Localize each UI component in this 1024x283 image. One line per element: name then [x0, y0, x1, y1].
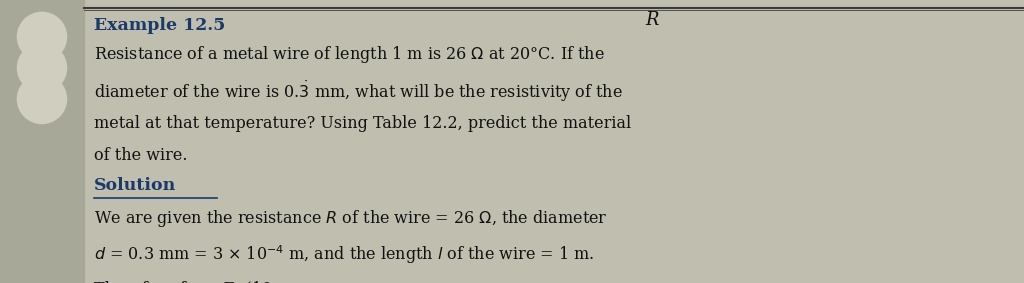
Text: We are given the resistance $R$ of the wire = 26 $\Omega$, the diameter: We are given the resistance $R$ of the w…	[94, 208, 608, 229]
Ellipse shape	[17, 12, 67, 61]
Text: $d$ = 0.3 mm = 3 $\times$ 10$^{-4}$ m, and the length $l$ of the wire = 1 m.: $d$ = 0.3 mm = 3 $\times$ 10$^{-4}$ m, a…	[94, 243, 595, 266]
Text: Solution: Solution	[94, 177, 176, 194]
Ellipse shape	[17, 75, 67, 123]
Text: metal at that temperature? Using Table 12.2, predict the material: metal at that temperature? Using Table 1…	[94, 115, 632, 132]
Text: of the wire.: of the wire.	[94, 147, 187, 164]
Text: R: R	[645, 11, 658, 29]
Bar	[0, 0, 84, 283]
Ellipse shape	[17, 44, 67, 92]
Text: Resistance of a metal wire of length 1 m is 26 $\Omega$ at 20°C. If the: Resistance of a metal wire of length 1 m…	[94, 44, 605, 65]
Text: Example 12.5: Example 12.5	[94, 17, 225, 34]
Text: Therefore from E. (10: Therefore from E. (10	[94, 280, 272, 283]
Text: diameter of the wire is 0.$\dot{3}$ mm, what will be the resistivity of the: diameter of the wire is 0.$\dot{3}$ mm, …	[94, 79, 623, 104]
